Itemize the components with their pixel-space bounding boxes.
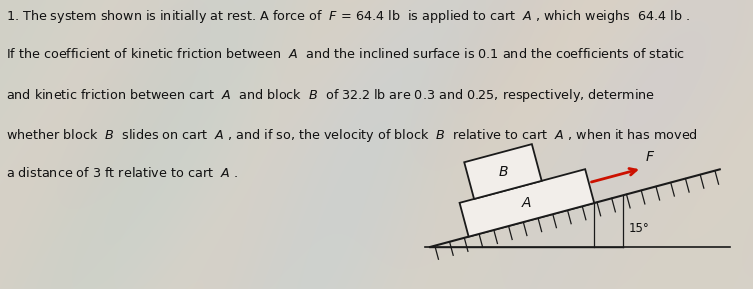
Text: B: B xyxy=(498,164,508,179)
Polygon shape xyxy=(465,144,541,199)
Text: F: F xyxy=(646,151,654,164)
Text: whether block  $B$  slides on cart  $A$ , and if so, the velocity of block  $B$ : whether block $B$ slides on cart $A$ , a… xyxy=(6,127,698,144)
Text: a distance of 3 ft relative to cart  $A$ .: a distance of 3 ft relative to cart $A$ … xyxy=(6,166,238,180)
Text: 15°: 15° xyxy=(628,222,649,235)
Polygon shape xyxy=(459,169,594,237)
Text: and kinetic friction between cart  $A$  and block  $B$  of 32.2 lb are 0.3 and 0: and kinetic friction between cart $A$ an… xyxy=(6,87,655,104)
Text: If the coefficient of kinetic friction between  $A$  and the inclined surface is: If the coefficient of kinetic friction b… xyxy=(6,47,685,62)
Text: 1. The system shown is initially at rest. A force of  $F$ = 64.4 lb  is applied : 1. The system shown is initially at rest… xyxy=(6,8,691,25)
Text: A: A xyxy=(522,196,532,210)
